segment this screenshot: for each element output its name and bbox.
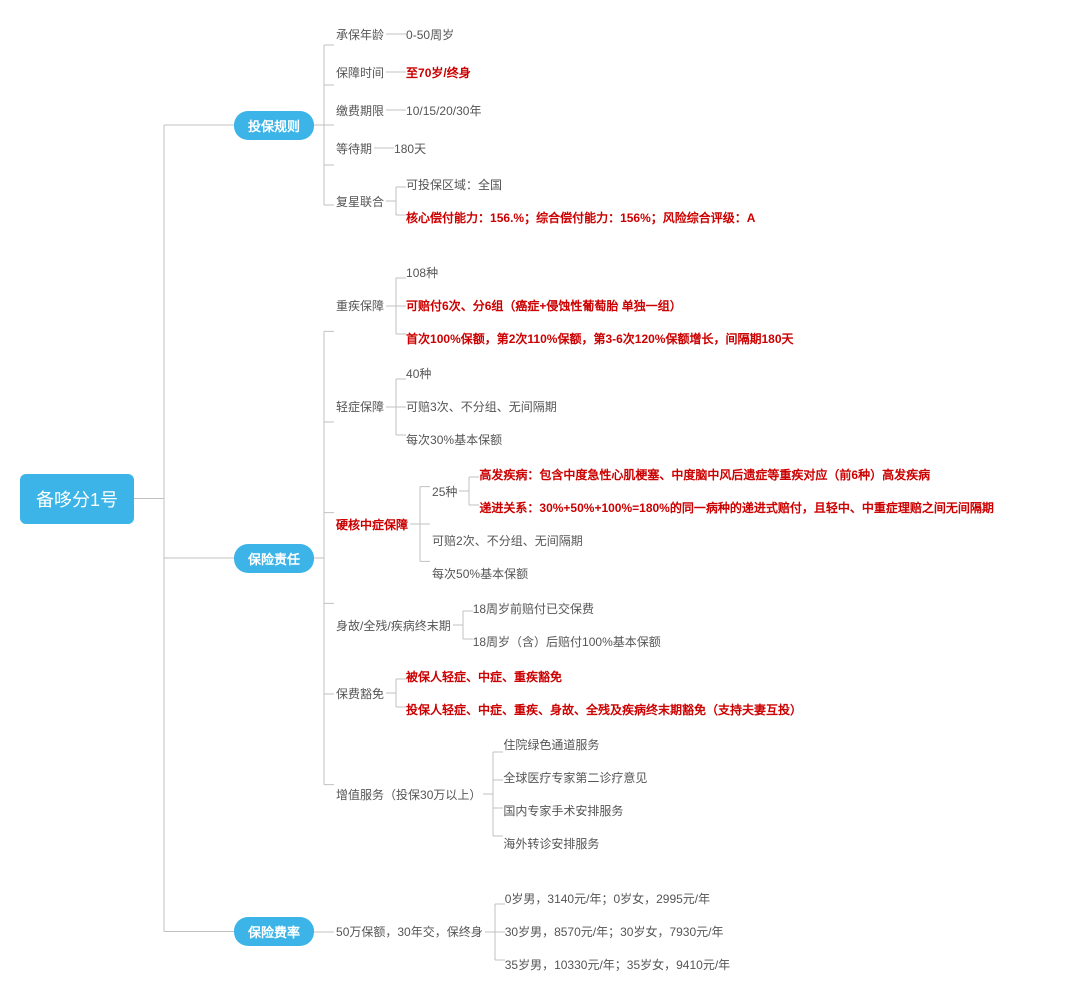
leaf-node: 18周岁前赔付已交保费 [473,596,661,621]
leaf-node: 10/15/20/30年 [406,98,481,123]
branch-label: 重疾保障 [334,293,386,318]
branch-label: 每次50%基本保额 [430,561,530,586]
leaf-node: 可赔付6次、分6组（癌症+侵蚀性葡萄胎 单独一组） [406,293,793,318]
branch-label: 等待期 [334,136,374,161]
mindmap-root: 备哆分1号 投保规则 承保年龄 0-50周岁保障时间至70岁/终身缴费期限 10/15/… [20,20,1060,977]
branch-label: 增值服务（投保30万以上） [334,782,483,807]
leaf-node: 核心偿付能力：156.%；综合偿付能力：156%；风险综合评级：A [406,205,755,230]
branch-label: 保障时间 [334,60,386,85]
root-node: 备哆分1号 [20,474,134,524]
leaf-node: 可投保区域：全国 [406,172,755,197]
leaf-node: 全球医疗专家第二诊疗意见 [503,765,647,790]
category-pill: 保险费率 [234,917,314,946]
leaf-node: 30岁男，8570元/年；30岁女，7930元/年 [505,919,730,944]
branch-label: 承保年龄 [334,22,386,47]
leaf-node: 每次30%基本保额 [406,427,557,452]
leaf-node: 国内专家手术安排服务 [503,798,647,823]
leaf-node: 可赔3次、不分组、无间隔期 [406,394,557,419]
branch-label: 身故/全残/疾病终末期 [334,613,453,638]
leaf-node: 住院绿色通道服务 [503,732,647,757]
leaf-node: 0岁男，3140元/年；0岁女，2995元/年 [505,886,730,911]
leaf-node: 18周岁（含）后赔付100%基本保额 [473,629,661,654]
branch-label: 可赔2次、不分组、无间隔期 [430,528,585,553]
branch-label: 硬核中症保障 [334,512,410,537]
branch-label: 50万保额，30年交，保终身 [334,919,485,944]
leaf-node: 被保人轻症、中症、重疾豁免 [406,664,802,689]
branch-label: 缴费期限 [334,98,386,123]
category-pill: 保险责任 [234,544,314,573]
branch-label: 轻症保障 [334,394,386,419]
leaf-node: 递进关系：30%+50%+100%=180%的同一病种的递进式赔付，且轻中、中重… [479,495,993,520]
leaf-node: 180天 [394,136,426,161]
branch-label: 25种 [430,479,459,504]
branch-label: 复星联合 [334,189,386,214]
leaf-node: 40种 [406,361,557,386]
branch-label: 保费豁免 [334,681,386,706]
leaf-node: 投保人轻症、中症、重疾、身故、全残及疾病终末期豁免（支持夫妻互投） [406,697,802,722]
leaf-node: 35岁男，10330元/年；35岁女，9410元/年 [505,952,730,977]
leaf-node: 海外转诊安排服务 [503,831,647,856]
leaf-node: 首次100%保额，第2次110%保额，第3-6次120%保额增长，间隔期180天 [406,326,793,351]
leaf-node: 0-50周岁 [406,22,454,47]
leaf-node: 至70岁/终身 [406,60,471,85]
leaf-node: 高发疾病：包含中度急性心肌梗塞、中度脑中风后遗症等重疾对应（前6种）高发疾病 [479,462,993,487]
leaf-node: 108种 [406,260,793,285]
category-pill: 投保规则 [234,111,314,140]
